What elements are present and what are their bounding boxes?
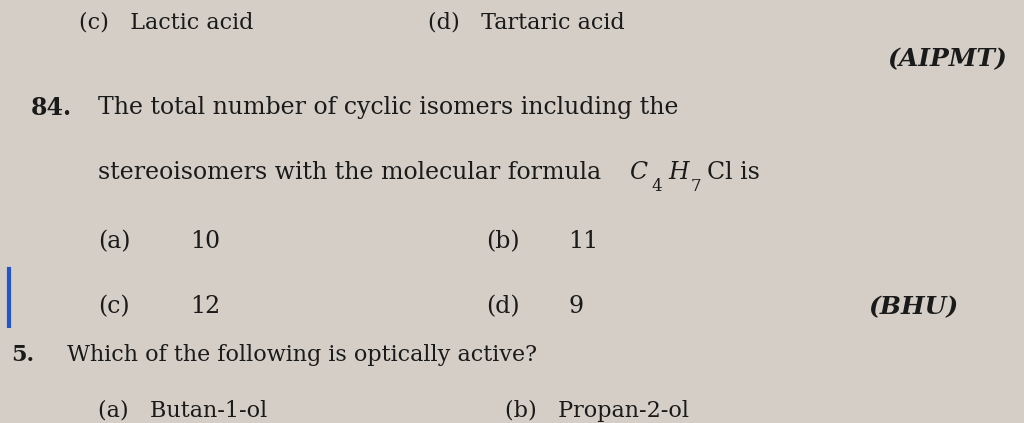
Text: Cl is: Cl is xyxy=(707,161,760,184)
Text: (c)   Lactic acid: (c) Lactic acid xyxy=(79,11,253,33)
Text: (AIPMT): (AIPMT) xyxy=(888,47,1008,71)
Text: C: C xyxy=(629,161,647,184)
Text: (b): (b) xyxy=(485,230,519,253)
Text: The total number of cyclic isomers including the: The total number of cyclic isomers inclu… xyxy=(98,96,679,119)
Text: 7: 7 xyxy=(690,178,700,195)
Text: (a)   Butan-1-ol: (a) Butan-1-ol xyxy=(98,400,267,422)
Text: 12: 12 xyxy=(190,295,220,318)
Text: 10: 10 xyxy=(190,230,220,253)
Text: 4: 4 xyxy=(651,178,663,195)
Text: (a): (a) xyxy=(98,230,131,253)
Text: 11: 11 xyxy=(568,230,598,253)
Text: (d)   Tartaric acid: (d) Tartaric acid xyxy=(428,11,625,33)
Text: (BHU): (BHU) xyxy=(868,295,958,319)
Text: (d): (d) xyxy=(485,295,519,318)
Text: 5.: 5. xyxy=(11,344,34,366)
Text: (b)   Propan-2-ol: (b) Propan-2-ol xyxy=(505,400,689,422)
Text: stereoisomers with the molecular formula: stereoisomers with the molecular formula xyxy=(98,161,609,184)
Text: 9: 9 xyxy=(568,295,584,318)
Text: 84.: 84. xyxy=(31,96,72,120)
Text: (c): (c) xyxy=(98,295,130,318)
Text: H: H xyxy=(668,161,688,184)
Text: Which of the following is optically active?: Which of the following is optically acti… xyxy=(59,344,537,366)
